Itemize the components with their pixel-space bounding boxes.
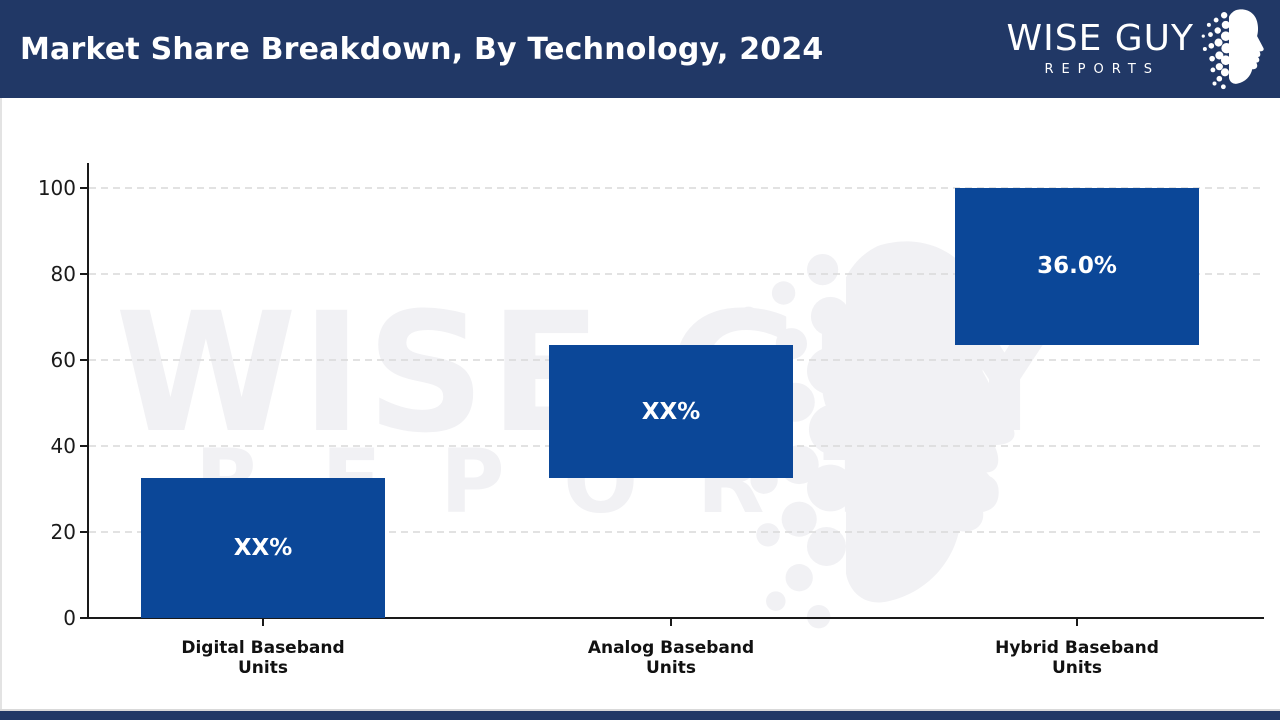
bar-value-label-analog-baseband-units: XX%: [641, 398, 701, 425]
footer-bar: [0, 709, 1280, 720]
bar-analog-baseband-units: XX%: [549, 344, 793, 479]
brand-name: WISE GUY: [1006, 18, 1194, 59]
ytick-label-20: 20: [50, 520, 76, 544]
brand-logo: WISE GUY REPORTS: [1007, 4, 1271, 94]
ytick-label-60: 60: [50, 348, 76, 372]
ytick-label-80: 80: [50, 262, 76, 286]
page-title: Market Share Breakdown, By Technology, 2…: [20, 31, 824, 67]
bar-digital-baseband-units: XX%: [141, 478, 385, 618]
brand-face-icon: [1201, 9, 1264, 90]
bar-hybrid-baseband-units: 36.0%: [955, 188, 1199, 345]
ytick-label-100: 100: [37, 176, 76, 200]
bar-value-label-digital-baseband-units: XX%: [233, 535, 293, 562]
category-label-digital-baseband-units: Digital Baseband Units: [181, 638, 345, 679]
category-label-hybrid-baseband-units: Hybrid Baseband Units: [995, 638, 1159, 679]
category-label-analog-baseband-units: Analog Baseband Units: [587, 638, 755, 679]
brand-logo-text: WISE GUY REPORTS: [1006, 18, 1195, 78]
brand-subname: REPORTS: [1044, 62, 1161, 77]
ytick-label-40: 40: [50, 434, 76, 458]
bar-value-label-hybrid-baseband-units: 36.0%: [1037, 253, 1117, 280]
chart-region: [0, 98, 1280, 711]
ytick-label-0: 0: [63, 606, 76, 630]
header-bar: Market Share Breakdown, By Technology, 2…: [0, 0, 1280, 98]
